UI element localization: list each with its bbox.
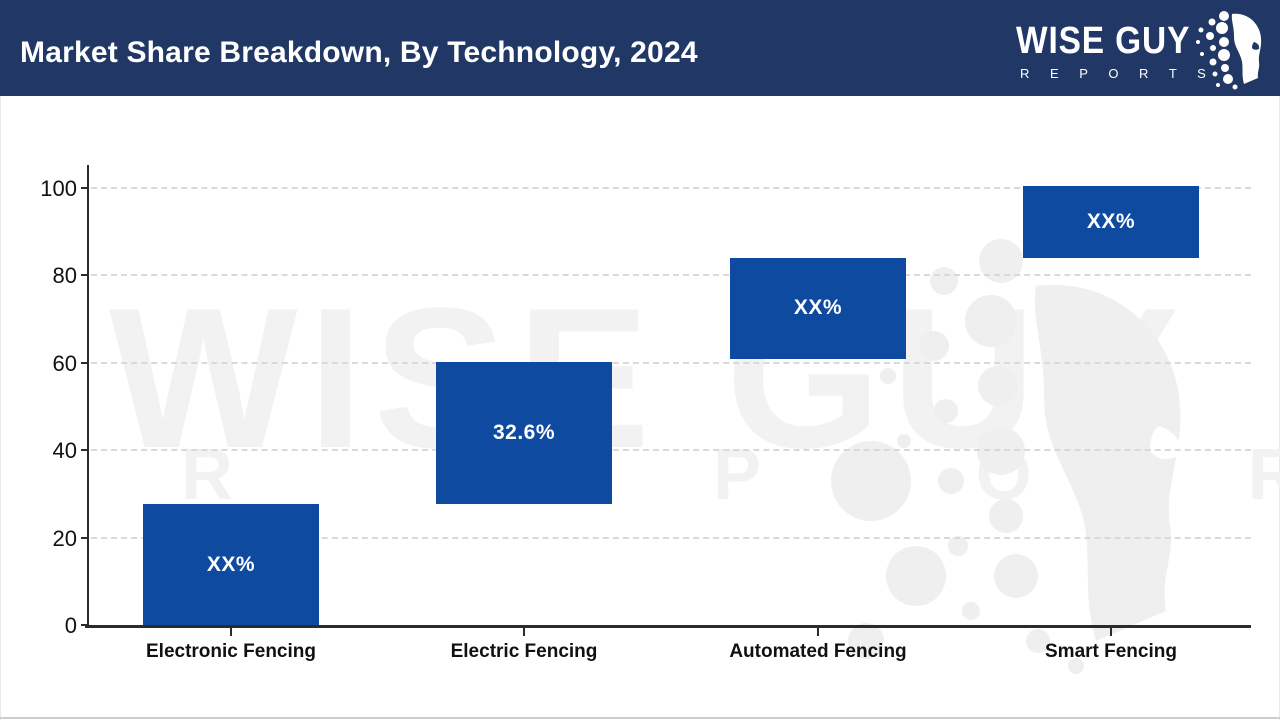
chart-title: Market Share Breakdown, By Technology, 2… <box>20 36 698 69</box>
gridline-100 <box>91 186 1251 189</box>
wise-guy-logo: WISE GUY R E P O R T S <box>1016 6 1266 92</box>
y-tick-80 <box>81 274 89 276</box>
y-tick-20 <box>81 536 89 539</box>
bar-value-label: XX% <box>1086 209 1136 233</box>
x-tick-2 <box>817 628 819 636</box>
y-tick-label-80: 80 <box>52 263 77 288</box>
y-tick-60 <box>81 361 89 364</box>
bar-smart-fencing: XX% <box>1023 185 1199 258</box>
x-category-label: Electronic Fencing <box>146 641 316 662</box>
y-tick-label-0: 0 <box>64 613 77 638</box>
bar-electric-fencing: 32.6% <box>436 361 612 505</box>
bar-automated-fencing: XX% <box>730 257 906 359</box>
y-tick-label-60: 60 <box>52 350 77 376</box>
y-tick-label-40: 40 <box>52 438 77 463</box>
gridline-60 <box>91 361 1251 364</box>
y-tick-label-20: 20 <box>52 525 77 551</box>
x-category-label: Electric Fencing <box>450 641 598 662</box>
x-tick-3 <box>1110 628 1112 636</box>
bar-value-label: 32.6% <box>492 420 556 444</box>
gridline-40 <box>91 449 1251 451</box>
header-bar: Market Share Breakdown, By Technology, 2… <box>0 0 1280 96</box>
chart-area: WISE GUY R E P O R T S 020406080100XX%El… <box>0 96 1280 720</box>
bar-value-label: XX% <box>206 552 256 576</box>
y-tick-label-100: 100 <box>40 175 77 201</box>
logo-wordmark: WISE GUY <box>1016 20 1191 62</box>
y-tick-100 <box>81 186 89 189</box>
x-tick-0 <box>230 628 232 636</box>
y-tick-40 <box>81 449 89 451</box>
bar-value-label: XX% <box>793 296 843 320</box>
logo-text: WISE GUY R E P O R T S <box>1016 20 1215 81</box>
logo-subtext: R E P O R T S <box>1020 66 1215 81</box>
x-category-label: Automated Fencing <box>729 641 907 662</box>
bar-electronic-fencing: XX% <box>143 504 319 625</box>
x-category-label: Smart Fencing <box>1045 641 1177 662</box>
x-tick-1 <box>523 628 525 636</box>
y-axis-line <box>87 165 89 628</box>
bottom-border <box>0 717 1280 719</box>
x-axis-line <box>85 625 1251 628</box>
gridline-80 <box>91 274 1251 276</box>
gridline-20 <box>91 536 1251 539</box>
logo-face-icon <box>1196 11 1262 90</box>
